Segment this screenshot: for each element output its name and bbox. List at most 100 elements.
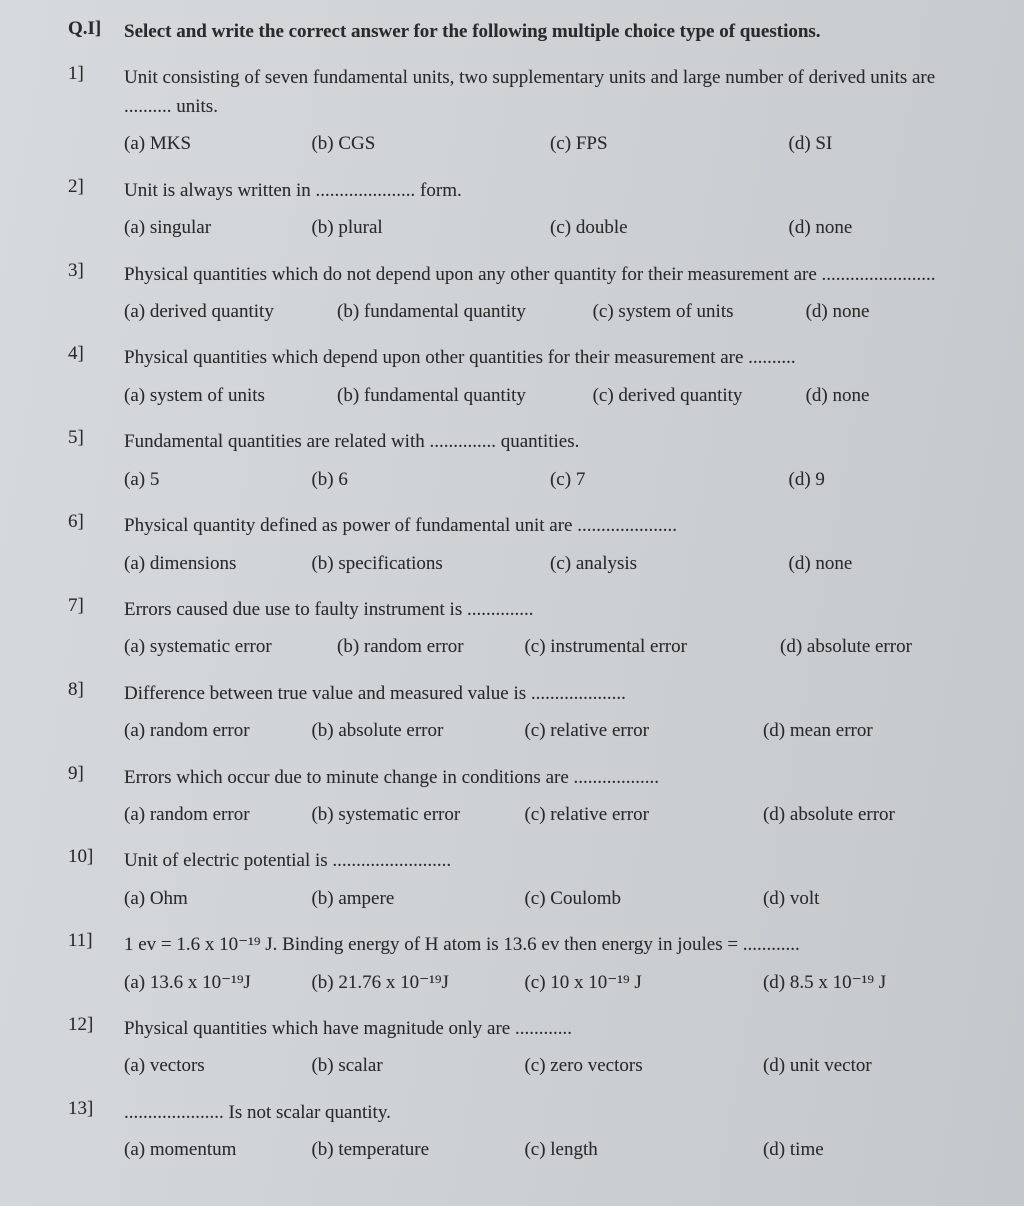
option: (d) absolute error: [780, 632, 967, 662]
question-number: 11]: [68, 930, 108, 952]
questions-container: 1] Unit consisting of seven fundamental u…: [68, 63, 976, 1166]
section-label: Q.I]: [68, 18, 108, 40]
section-instruction: Select and write the correct answer for …: [124, 18, 821, 47]
options-row: (a) Ohm(b) ampere(c) Coulomb(d) volt: [124, 884, 976, 914]
question-number: 9]: [68, 763, 108, 785]
option: (d) SI: [789, 129, 959, 159]
option: (c) FPS: [550, 129, 789, 159]
question-block: 9] Errors which occur due to minute chang…: [68, 763, 976, 831]
option: (c) relative error: [524, 800, 763, 830]
option: (a) vectors: [124, 1051, 311, 1081]
option: (d) absolute error: [763, 800, 950, 830]
option: (b) temperature: [311, 1135, 524, 1165]
option: (c) derived quantity: [593, 381, 806, 411]
question-row: 7] Errors caused due use to faulty instru…: [68, 595, 976, 624]
question-number: 13]: [68, 1098, 108, 1120]
option: (d) time: [763, 1135, 950, 1165]
option: (a) 5: [124, 465, 311, 495]
option: (b) systematic error: [311, 800, 524, 830]
question-number: 4]: [68, 343, 108, 365]
option: (a) dimensions: [124, 549, 311, 579]
options-row: (a) singular(b) plural(c) double(d) none: [124, 213, 976, 243]
option: (b) absolute error: [311, 716, 524, 746]
question-number: 10]: [68, 846, 108, 868]
question-block: 11] 1 ev = 1.6 x 10⁻¹⁹ J. Binding energy …: [68, 930, 976, 998]
option: (c) 10 x 10⁻¹⁹ J: [524, 968, 763, 998]
question-text: Errors caused due use to faulty instrume…: [124, 595, 976, 624]
options-row: (a) dimensions(b) specifications(c) anal…: [124, 549, 976, 579]
option: (c) relative error: [524, 716, 763, 746]
options-row: (a) momentum(b) temperature(c) length(d)…: [124, 1135, 976, 1165]
option: (b) random error: [337, 632, 524, 662]
question-text: ..................... Is not scalar quan…: [124, 1098, 976, 1127]
options-row: (a) random error(b) absolute error(c) re…: [124, 716, 976, 746]
option: (b) specifications: [311, 549, 550, 579]
question-row: 1] Unit consisting of seven fundamental u…: [68, 63, 976, 122]
question-row: 12] Physical quantities which have magnit…: [68, 1014, 976, 1043]
options-row: (a) 5(b) 6(c) 7(d) 9: [124, 465, 976, 495]
question-block: 1] Unit consisting of seven fundamental u…: [68, 63, 976, 160]
option: (d) mean error: [763, 716, 950, 746]
question-block: 2]Unit is always written in ............…: [68, 176, 976, 244]
options-row: (a) MKS(b) CGS(c) FPS(d) SI: [124, 129, 976, 159]
question-number: 1]: [68, 63, 108, 85]
question-row: 5] Fundamental quantities are related wit…: [68, 427, 976, 456]
options-row: (a) vectors(b) scalar(c) zero vectors(d)…: [124, 1051, 976, 1081]
option: (b) plural: [311, 213, 550, 243]
option: (b) 21.76 x 10⁻¹⁹J: [311, 968, 524, 998]
options-row: (a) systematic error(b) random error(c) …: [124, 632, 976, 662]
question-text: Physical quantity defined as power of fu…: [124, 511, 976, 540]
option: (b) fundamental quantity: [337, 381, 593, 411]
option: (a) systematic error: [124, 632, 337, 662]
option: (b) CGS: [311, 129, 550, 159]
question-row: 4] Physical quantities which depend upon …: [68, 343, 976, 372]
question-number: 5]: [68, 427, 108, 449]
option: (c) Coulomb: [524, 884, 763, 914]
question-text: Difference between true value and measur…: [124, 679, 976, 708]
question-text: Unit of electric potential is ..........…: [124, 846, 976, 875]
question-block: 12] Physical quantities which have magnit…: [68, 1014, 976, 1082]
exam-page: Q.I] Select and write the correct answer…: [0, 0, 1024, 1206]
option: (d) 8.5 x 10⁻¹⁹ J: [763, 968, 950, 998]
question-row: 13] ..................... Is not scalar q…: [68, 1098, 976, 1127]
options-row: (a) random error(b) systematic error(c) …: [124, 800, 976, 830]
option: (d) volt: [763, 884, 950, 914]
question-text: Physical quantities which have magnitude…: [124, 1014, 976, 1043]
option: (a) derived quantity: [124, 297, 337, 327]
options-row: (a) derived quantity(b) fundamental quan…: [124, 297, 976, 327]
option: (d) none: [789, 549, 959, 579]
option: (d) unit vector: [763, 1051, 950, 1081]
option: (b) ampere: [311, 884, 524, 914]
question-block: 5] Fundamental quantities are related wit…: [68, 427, 976, 495]
question-row: 2]Unit is always written in ............…: [68, 176, 976, 205]
question-row: 9] Errors which occur due to minute chang…: [68, 763, 976, 792]
option: (a) momentum: [124, 1135, 311, 1165]
option: (b) 6: [311, 465, 550, 495]
question-row: 10] Unit of electric potential is .......…: [68, 846, 976, 875]
question-block: 6]Physical quantity defined as power of …: [68, 511, 976, 579]
question-text: Errors which occur due to minute change …: [124, 763, 976, 792]
option: (d) none: [806, 297, 959, 327]
options-row: (a) system of units(b) fundamental quant…: [124, 381, 976, 411]
question-number: 7]: [68, 595, 108, 617]
option: (a) system of units: [124, 381, 337, 411]
option: (b) fundamental quantity: [337, 297, 593, 327]
question-row: 11] 1 ev = 1.6 x 10⁻¹⁹ J. Binding energy …: [68, 930, 976, 959]
option: (c) system of units: [593, 297, 806, 327]
option: (d) none: [806, 381, 959, 411]
question-block: 4] Physical quantities which depend upon …: [68, 343, 976, 411]
question-text: Fundamental quantities are related with …: [124, 427, 976, 456]
question-text: Unit is always written in ..............…: [124, 176, 976, 205]
option: (a) random error: [124, 716, 311, 746]
question-text: 1 ev = 1.6 x 10⁻¹⁹ J. Binding energy of …: [124, 930, 976, 959]
option: (c) analysis: [550, 549, 789, 579]
question-text: Physical quantities which depend upon ot…: [124, 343, 976, 372]
question-block: 8]Difference between true value and meas…: [68, 679, 976, 747]
question-row: 6]Physical quantity defined as power of …: [68, 511, 976, 540]
option: (c) double: [550, 213, 789, 243]
question-text: Unit consisting of seven fundamental uni…: [124, 63, 976, 122]
question-row: 8]Difference between true value and meas…: [68, 679, 976, 708]
question-number: 12]: [68, 1014, 108, 1036]
question-row: 3]Physical quantities which do not depen…: [68, 260, 976, 289]
option: (c) zero vectors: [524, 1051, 763, 1081]
